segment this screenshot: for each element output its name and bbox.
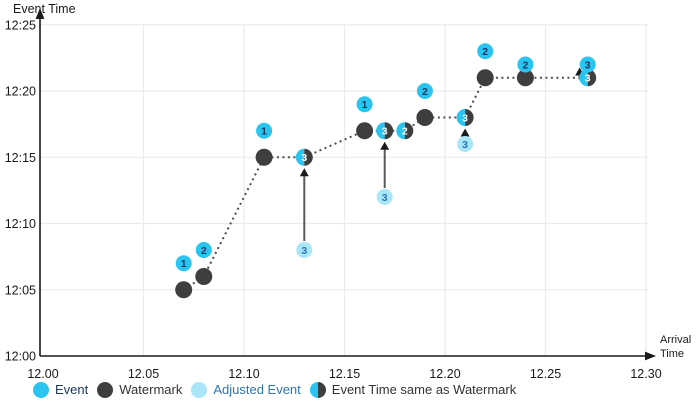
x-axis-title: Arrival Time <box>660 334 691 361</box>
event-point <box>256 122 273 139</box>
legend-label-same-as-watermark: Event Time same as Watermark <box>331 382 517 397</box>
y-tick-label: 12:20 <box>5 85 36 99</box>
x-tick-label: 12.10 <box>228 367 259 381</box>
point-number: 3 <box>301 245 307 257</box>
point-number: 3 <box>301 152 307 164</box>
x-tick-label: 12.25 <box>530 367 561 381</box>
point-number: 1 <box>181 258 187 270</box>
same-as-watermark-point <box>304 148 313 166</box>
point-number: 1 <box>261 126 267 138</box>
event-point <box>477 43 494 60</box>
legend-label-event: Event <box>55 382 89 397</box>
same-as-watermark-point <box>295 148 305 166</box>
adjusted-event-dot-icon <box>191 382 208 398</box>
watermark-dot-icon <box>97 382 114 398</box>
event-point <box>579 56 596 73</box>
x-axis-title-line2: Time <box>660 347 685 360</box>
point-number: 2 <box>201 245 207 257</box>
adjusted-event-point <box>296 242 313 258</box>
watermark-point <box>175 281 193 299</box>
adjusted-event-point <box>457 136 474 152</box>
same-as-watermark-point <box>465 109 474 126</box>
same-as-watermark-dot-icon <box>309 382 326 398</box>
legend: Event Watermark Adjusted Event Event Tim… <box>33 382 516 398</box>
legend-label-adjusted-event: Adjusted Event <box>213 382 301 397</box>
same-as-watermark-point <box>404 122 414 140</box>
x-tick-label: 12.15 <box>329 367 360 381</box>
y-tick-label: 12:25 <box>5 18 36 32</box>
watermark-point <box>476 69 494 87</box>
y-tick-label: 12:10 <box>5 217 36 231</box>
event-point <box>517 56 534 73</box>
legend-item-watermark: Watermark <box>97 382 182 398</box>
watermark-point <box>416 109 434 126</box>
point-number: 2 <box>482 46 488 58</box>
point-number: 3 <box>382 192 388 204</box>
event-point <box>175 255 192 272</box>
watermark-point <box>255 148 273 166</box>
event-point <box>195 242 212 258</box>
x-tick-label: 12.20 <box>429 367 460 381</box>
watermark-point <box>356 122 374 140</box>
event-point <box>416 83 433 99</box>
x-axis-title-line1: Arrival <box>660 334 692 346</box>
y-axis-arrowhead-icon <box>35 8 45 19</box>
same-as-watermark-point <box>376 122 385 140</box>
y-tick-label: 12:00 <box>5 350 36 364</box>
adjustment-arrow-head-icon <box>460 128 470 137</box>
y-tick-label: 12:15 <box>5 151 36 165</box>
event-dot-icon <box>33 382 49 398</box>
point-number: 3 <box>585 73 591 85</box>
x-tick-label: 12.05 <box>128 367 159 381</box>
legend-label-watermark: Watermark <box>119 382 183 397</box>
point-number: 2 <box>402 126 408 138</box>
x-tick-label: 12.00 <box>27 367 58 381</box>
legend-item-same-as-watermark: Event Time same as Watermark <box>309 382 517 398</box>
legend-item-adjusted-event: Adjusted Event <box>191 382 301 398</box>
adjustment-arrow-head-icon <box>299 168 309 177</box>
point-number: 3 <box>382 126 388 138</box>
same-as-watermark-point <box>587 69 597 87</box>
same-as-watermark-point <box>579 69 588 87</box>
same-as-watermark-point <box>396 122 405 140</box>
point-number: 3 <box>462 112 468 124</box>
adjusted-event-point <box>376 189 393 205</box>
legend-item-event: Event <box>33 382 88 398</box>
same-as-watermark-point <box>456 109 466 126</box>
point-number: 2 <box>422 86 428 98</box>
same-as-watermark-point <box>384 122 394 140</box>
watermark-point <box>195 268 213 285</box>
watermark-point <box>516 69 534 87</box>
y-axis-title: Event Time <box>13 2 76 16</box>
adjustment-arrow-head-icon <box>380 141 390 150</box>
x-tick-label: 12.30 <box>630 367 661 381</box>
x-axis-arrowhead-icon <box>645 351 656 361</box>
point-number: 2 <box>522 59 528 71</box>
point-number: 3 <box>585 59 591 71</box>
point-number: 3 <box>462 139 468 151</box>
y-tick-label: 12:05 <box>5 283 36 297</box>
event-point <box>356 96 373 113</box>
point-number: 1 <box>362 99 368 111</box>
